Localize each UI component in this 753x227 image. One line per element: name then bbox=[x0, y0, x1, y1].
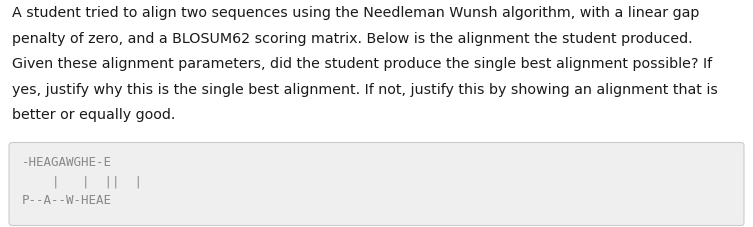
Text: P--A--W-HEAE: P--A--W-HEAE bbox=[22, 195, 112, 207]
Text: A student tried to align two sequences using the Needleman Wunsh algorithm, with: A student tried to align two sequences u… bbox=[12, 6, 700, 20]
FancyBboxPatch shape bbox=[9, 143, 744, 225]
Text: |   |  ||  |: | | || | bbox=[22, 175, 142, 188]
Text: better or equally good.: better or equally good. bbox=[12, 109, 175, 122]
Text: yes, justify why this is the single best alignment. If not, justify this by show: yes, justify why this is the single best… bbox=[12, 83, 718, 97]
Text: -HEAGAWGHE-E: -HEAGAWGHE-E bbox=[22, 155, 112, 168]
Text: Given these alignment parameters, did the student produce the single best alignm: Given these alignment parameters, did th… bbox=[12, 57, 712, 71]
Text: penalty of zero, and a BLOSUM62 scoring matrix. Below is the alignment the stude: penalty of zero, and a BLOSUM62 scoring … bbox=[12, 32, 693, 46]
